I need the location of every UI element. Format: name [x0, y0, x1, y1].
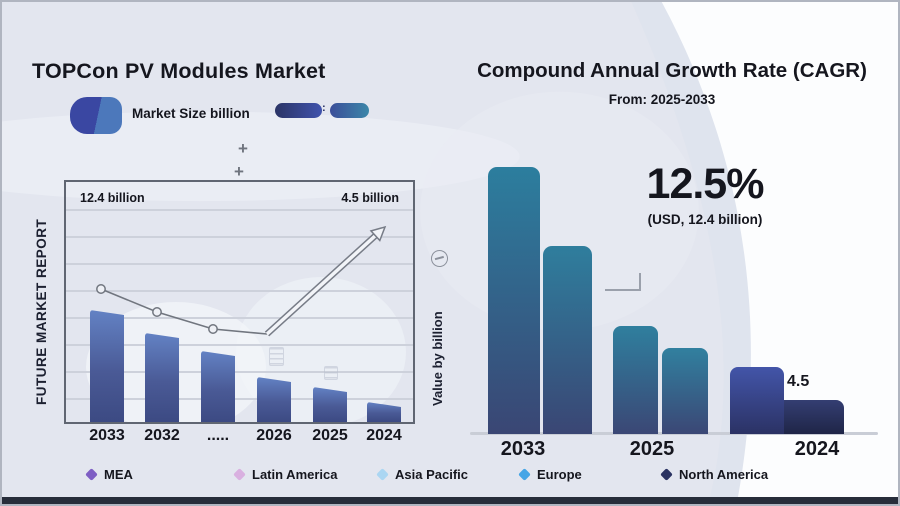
market-size-bar-2025 [313, 387, 347, 422]
right-x-label-2025: 2025 [629, 438, 675, 460]
gridline [66, 263, 413, 265]
gridline [66, 236, 413, 238]
gridline [66, 317, 413, 319]
cagr-title: Compound Annual Growth Rate (CAGR) [477, 59, 867, 82]
cagr-bar-2033-b [543, 246, 592, 434]
legend-label: MEA [104, 467, 133, 482]
bracket-decoration [605, 289, 641, 291]
region-legend: MEA Latin America Asia Pacific Europe North … [2, 464, 898, 488]
cagr-bar-2024-b [784, 400, 844, 434]
cagr-subtitle: From: 2025-2033 [608, 92, 716, 107]
diamond-icon [233, 468, 246, 481]
bottom-bar [2, 497, 898, 504]
legend-label: Latin America [252, 467, 338, 482]
x-axis-label: ..... [206, 427, 230, 444]
gridline [66, 398, 413, 400]
cagr-bar-2033-a [488, 167, 540, 434]
market-size-bar-2024 [367, 402, 401, 422]
legend-item-mea: MEA [85, 467, 133, 482]
ratio-pill-right-icon [330, 103, 369, 118]
cagr-note: (USD, 12.4 billion) [647, 212, 763, 227]
diamond-icon [376, 468, 389, 481]
ratio-pill-left-icon [275, 103, 322, 118]
market-size-bar-..... [201, 351, 235, 422]
market-size-legend-label: Market Size billion [132, 106, 250, 121]
diamond-icon [518, 468, 531, 481]
legend-label: North America [679, 467, 769, 482]
table-icon [324, 366, 338, 380]
market-size-chart: 12.4 billion 4.5 billion [64, 180, 415, 424]
x-axis-label: 2025 [312, 427, 348, 444]
market-size-bar-2032 [145, 333, 179, 422]
legend-item-latin-america: Latin America [233, 467, 338, 482]
right-x-label-2024: 2024 [794, 438, 840, 460]
cagr-value: 12.5% [646, 160, 765, 208]
x-axis-label: 2024 [366, 427, 402, 444]
value-label-2024: 4.5 billion [341, 191, 399, 205]
page-title: TOPCon PV Modules Market [32, 59, 326, 83]
bracket-decoration [639, 273, 641, 291]
legend-item-asia-pacific: Asia Pacific [376, 467, 468, 482]
legend-label: Asia Pacific [395, 467, 468, 482]
ratio-colon: : [322, 102, 326, 114]
x-axis-label: 2026 [256, 427, 292, 444]
gridline [66, 371, 413, 373]
annotation-4-5: 4.5 [787, 373, 810, 390]
diamond-icon [660, 468, 673, 481]
market-size-bar-2026 [257, 377, 291, 422]
document-icon [269, 347, 284, 366]
gridline [66, 290, 413, 292]
cagr-bar-2025-b [662, 348, 708, 434]
market-size-legend-icon [70, 97, 122, 134]
diamond-icon [85, 468, 98, 481]
plus-mark-icon: + [234, 162, 244, 181]
x-axis-label: 2032 [144, 427, 180, 444]
trend-line-arrow [96, 225, 387, 337]
left-x-labels: 2033 2032..... 2026 2025 2024 [66, 427, 413, 447]
gridline [66, 209, 413, 211]
right-x-label-2033: 2033 [500, 438, 546, 460]
gridline [66, 344, 413, 346]
plus-mark-icon: + [238, 139, 248, 158]
market-size-bar-2033 [90, 310, 124, 422]
x-axis-label: 2033 [89, 427, 125, 444]
legend-item-north-america: North America [660, 467, 769, 482]
legend-label: Europe [537, 467, 582, 482]
legend-item-europe: Europe [518, 467, 582, 482]
cagr-bar-2024-a [730, 367, 784, 434]
cagr-bar-2025-a [613, 326, 658, 434]
value-label-2033: 12.4 billion [80, 191, 145, 205]
